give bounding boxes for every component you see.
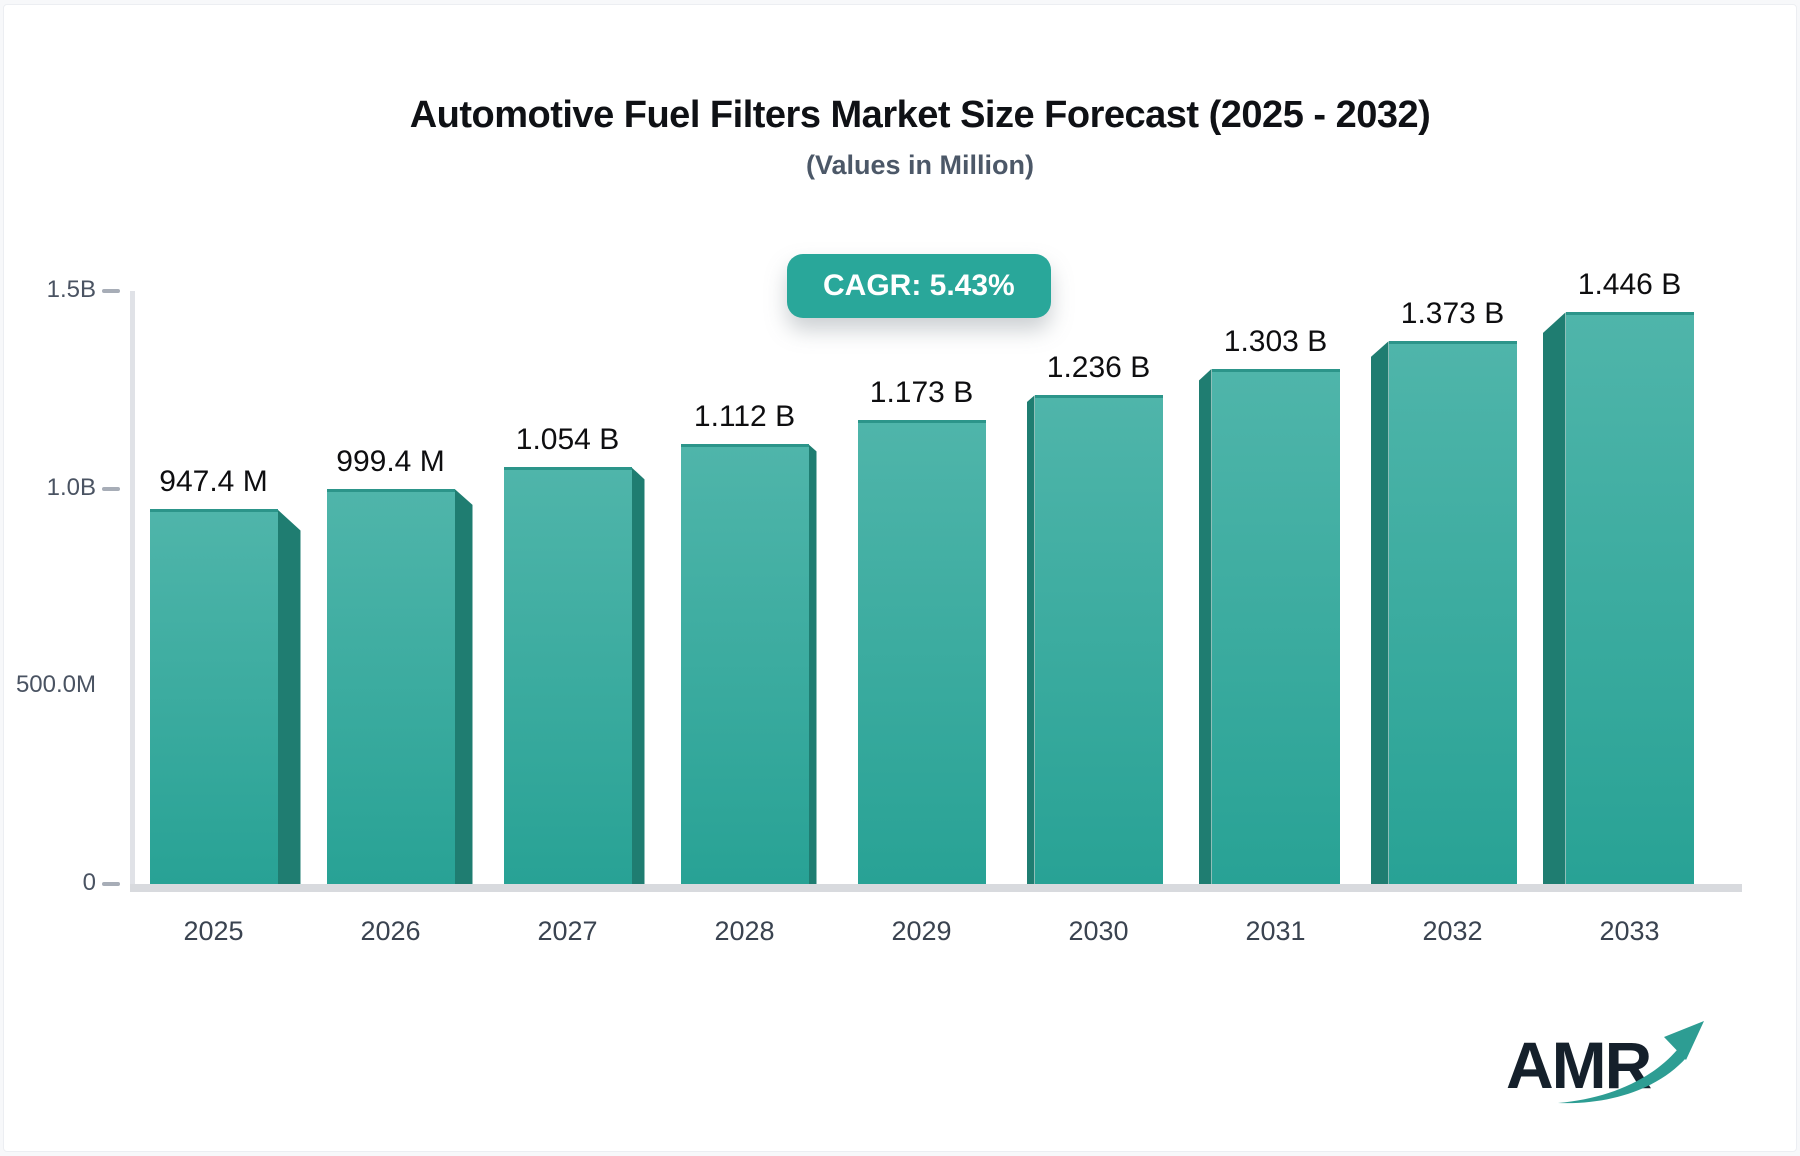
bar-value-label: 947.4 M — [159, 465, 268, 499]
chart-title: Automotive Fuel Filters Market Size Fore… — [409, 94, 1431, 136]
bar-side-2033 — [1542, 312, 1566, 884]
bar-2027 — [503, 467, 632, 884]
bar-value-label: 1.373 B — [1400, 297, 1505, 331]
bar-2033 — [1565, 312, 1694, 884]
y-axis-tick — [102, 882, 120, 886]
x-axis-label: 2033 — [1599, 916, 1660, 946]
bar-side-2028 — [808, 444, 817, 884]
y-axis-line — [130, 291, 135, 892]
y-axis-label: 500.0M — [15, 671, 96, 699]
bar-value-label: 1.173 B — [869, 376, 974, 410]
y-axis-tick — [102, 486, 120, 491]
bar-value-label: 1.446 B — [1577, 268, 1682, 302]
cagr-badge: CAGR: 5.43% — [787, 254, 1051, 318]
y-axis-label: 1.0B — [46, 473, 96, 501]
bar-value-label: 1.236 B — [1046, 351, 1151, 385]
x-axis-label: 2026 — [360, 916, 421, 946]
y-axis-label: 0 — [82, 869, 96, 896]
y-axis-label: 1.5B — [46, 276, 96, 303]
x-axis-label: 2029 — [891, 916, 952, 946]
amr-logo-arrowhead — [1664, 1021, 1704, 1060]
x-axis-label: 2025 — [183, 916, 244, 946]
bar-side-2027 — [631, 467, 645, 884]
amr-logo-arrow-swoosh — [1558, 1050, 1686, 1104]
bar-value-label: 1.112 B — [693, 400, 796, 434]
x-axis-line — [130, 884, 1742, 892]
x-axis-label: 2027 — [537, 916, 598, 946]
bar-side-2026 — [454, 488, 473, 884]
bar-side-2030 — [1026, 395, 1035, 884]
bar-side-2025 — [277, 509, 301, 884]
bar-2031 — [1211, 368, 1340, 884]
bar-2028 — [680, 444, 809, 884]
bar-2030 — [1034, 395, 1163, 884]
bar-side-2031 — [1198, 368, 1212, 884]
chart-subtitle: (Values in Million) — [805, 150, 1035, 180]
bar-side-2032 — [1370, 341, 1389, 884]
y-axis-tick — [102, 289, 120, 293]
amr-logo: AMR — [1506, 1021, 1704, 1104]
x-axis-label: 2028 — [714, 916, 775, 946]
bar-2025 — [149, 509, 278, 884]
x-axis-label: 2030 — [1068, 916, 1129, 946]
x-axis-label: 2032 — [1422, 916, 1483, 946]
bar-value-label: 1.303 B — [1223, 324, 1328, 358]
bar-2029 — [857, 420, 986, 884]
bar-2026 — [326, 488, 455, 884]
bar-2032 — [1388, 341, 1517, 884]
x-axis-label: 2031 — [1245, 916, 1306, 946]
bar-value-label: 1.054 B — [515, 423, 620, 457]
bar-value-label: 999.4 M — [336, 444, 445, 478]
